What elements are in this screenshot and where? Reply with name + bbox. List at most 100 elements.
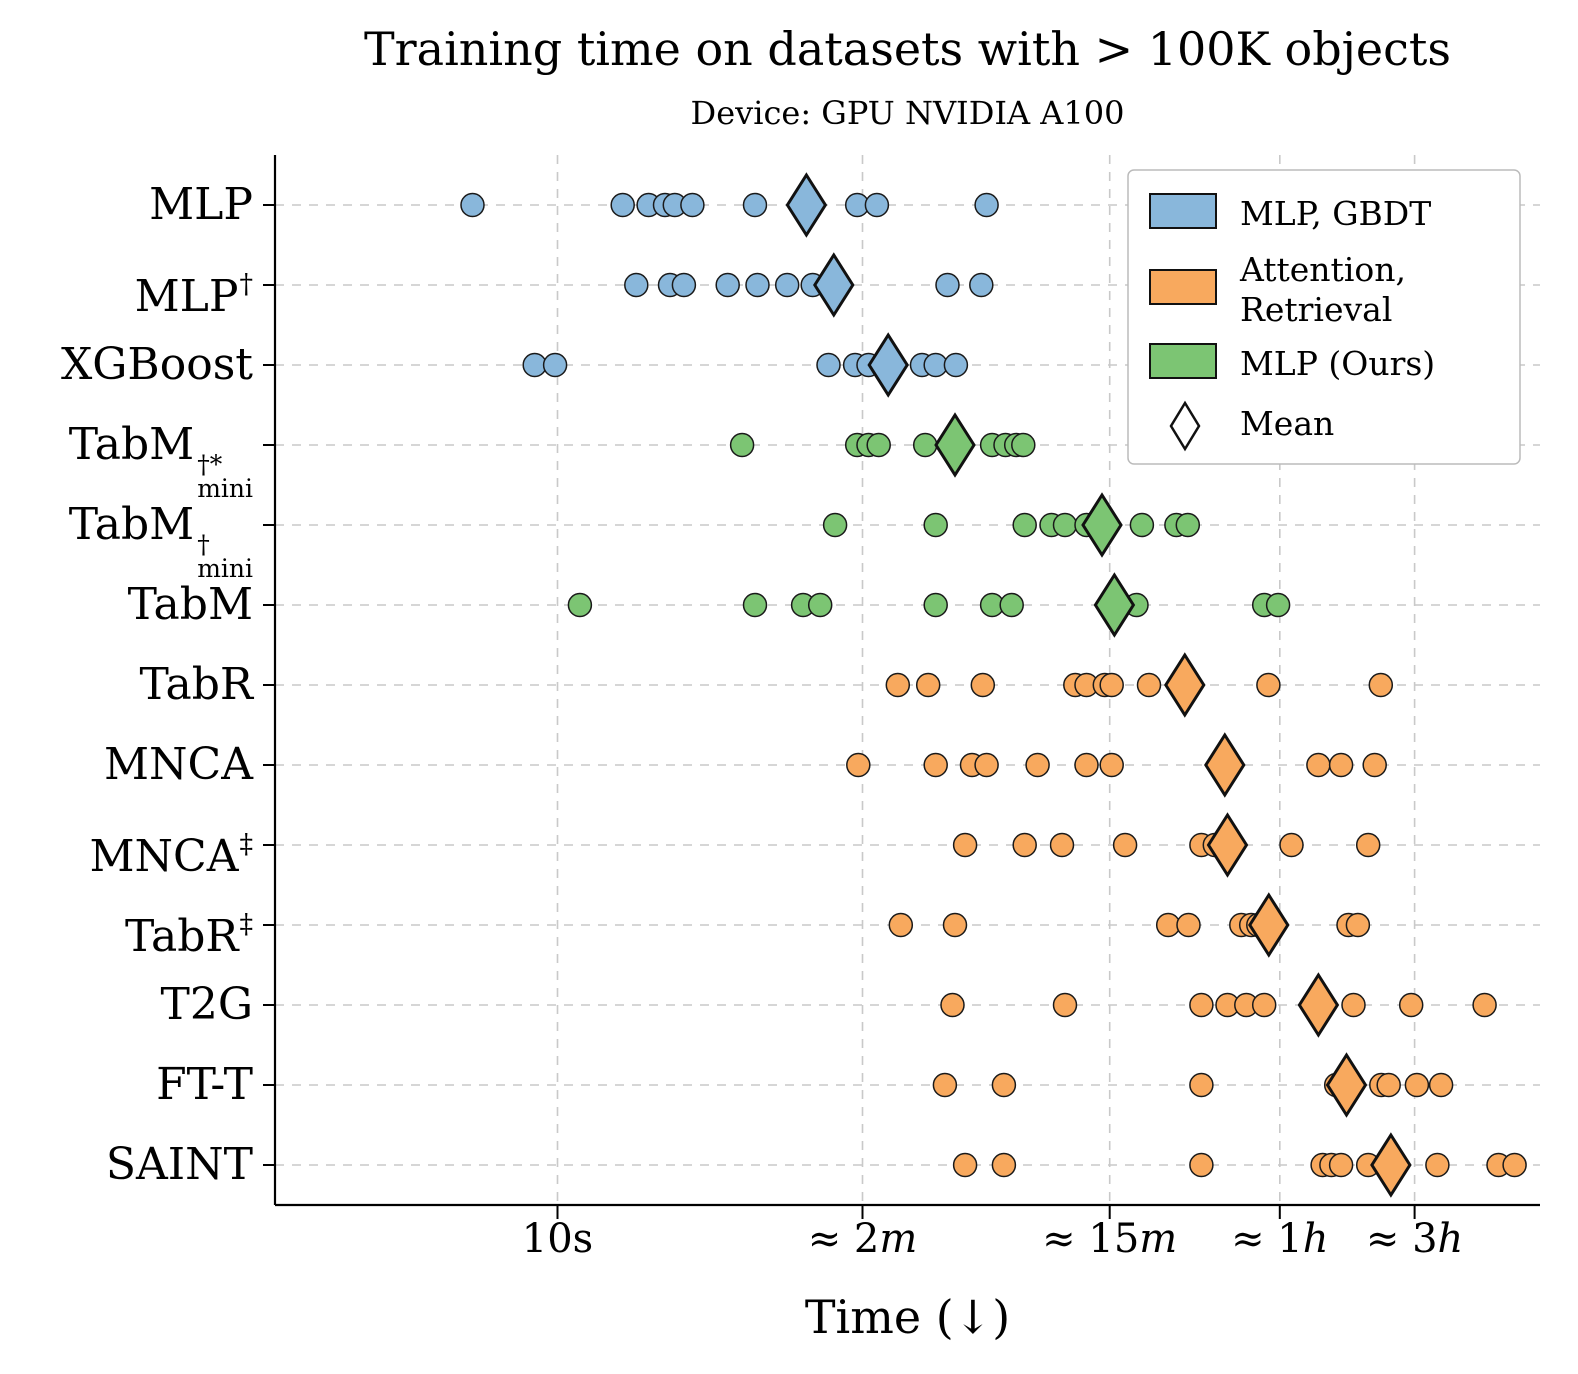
data-point (542, 352, 568, 378)
data-point (1425, 1152, 1450, 1178)
data-point (522, 352, 547, 378)
data-point (1279, 832, 1304, 858)
data-point (460, 192, 485, 218)
data-point (952, 832, 978, 858)
data-point (822, 512, 848, 538)
mean-diamond (1370, 1132, 1412, 1198)
mean-diamond (1248, 892, 1290, 958)
data-point (1011, 432, 1036, 458)
mean-diamond (1325, 1052, 1368, 1118)
data-point (1052, 512, 1078, 538)
data-point (610, 192, 635, 218)
data-point (974, 192, 999, 218)
data-point (888, 912, 914, 938)
data-point (970, 672, 996, 698)
data-point (1025, 752, 1050, 778)
data-point (1376, 1072, 1401, 1098)
mean-diamond (867, 332, 909, 398)
legend-box (1127, 169, 1521, 465)
data-point (1136, 672, 1162, 698)
data-point (807, 592, 833, 618)
mean-diamond (1206, 812, 1249, 878)
data-point (745, 272, 770, 298)
data-point (816, 352, 841, 378)
chart-title: Training time on datasets with > 100K ob… (363, 22, 1452, 76)
data-point (915, 672, 941, 698)
data-point (999, 592, 1024, 618)
data-point (1099, 752, 1124, 778)
data-point (1251, 992, 1277, 1018)
data-point (1012, 512, 1037, 538)
data-point (1328, 1152, 1354, 1178)
data-point (846, 752, 871, 778)
data-point (1472, 992, 1497, 1018)
data-point (969, 272, 994, 298)
data-point (1428, 1072, 1454, 1098)
data-point (1012, 832, 1037, 858)
data-point (1265, 592, 1291, 618)
data-point (1052, 992, 1078, 1018)
data-point (1112, 832, 1138, 858)
mean-diamond (813, 252, 855, 318)
data-point (1099, 672, 1124, 698)
data-point (1189, 1152, 1214, 1178)
data-point (680, 192, 705, 218)
data-point (1256, 672, 1281, 698)
data-point (1175, 512, 1201, 538)
data-point (1404, 1072, 1430, 1098)
mean-diamond (1093, 572, 1136, 638)
data-point (912, 432, 938, 458)
mean-diamond (785, 172, 828, 238)
mean-diamond (1164, 652, 1206, 718)
data-point (729, 432, 755, 458)
mean-diamond (1204, 732, 1246, 798)
data-point (942, 912, 968, 938)
x-axis-label: Time (↓) (804, 1290, 1011, 1344)
data-point (1074, 752, 1099, 778)
legend-swatch (1149, 269, 1217, 305)
data-point (923, 592, 948, 618)
data-point (567, 592, 593, 618)
data-point (1328, 752, 1354, 778)
data-point (1368, 672, 1394, 698)
legend-swatch (1149, 343, 1217, 379)
data-point (1362, 752, 1387, 778)
data-point (742, 192, 768, 218)
data-point (1341, 992, 1366, 1018)
data-point (1189, 1072, 1214, 1098)
data-point (1306, 752, 1331, 778)
data-point (952, 1152, 978, 1178)
legend-mean-diamond-icon (1169, 400, 1201, 452)
data-point (932, 1072, 958, 1098)
data-point (715, 272, 740, 298)
data-point (1189, 992, 1214, 1018)
data-point (1049, 832, 1075, 858)
data-point (624, 272, 649, 298)
data-point (943, 352, 969, 378)
data-point (935, 272, 960, 298)
mean-diamond (934, 412, 976, 478)
data-point (1176, 912, 1201, 938)
data-point (923, 512, 948, 538)
data-point (1502, 1152, 1527, 1178)
data-point (991, 1072, 1017, 1098)
data-point (1398, 992, 1424, 1018)
data-point (940, 992, 965, 1018)
data-point (991, 1152, 1017, 1178)
data-point (742, 592, 768, 618)
mean-diamond (1081, 492, 1123, 558)
data-point (866, 432, 891, 458)
data-point (1129, 512, 1155, 538)
data-point (671, 272, 697, 298)
chart-subtitle: Device: GPU NVIDIA A100 (690, 94, 1125, 132)
legend-swatch (1149, 193, 1217, 229)
data-point (1345, 912, 1371, 938)
data-point (1355, 832, 1381, 858)
data-point (923, 752, 948, 778)
data-point (885, 672, 911, 698)
data-point (864, 192, 890, 218)
data-point (774, 272, 800, 298)
mean-diamond (1297, 972, 1340, 1038)
